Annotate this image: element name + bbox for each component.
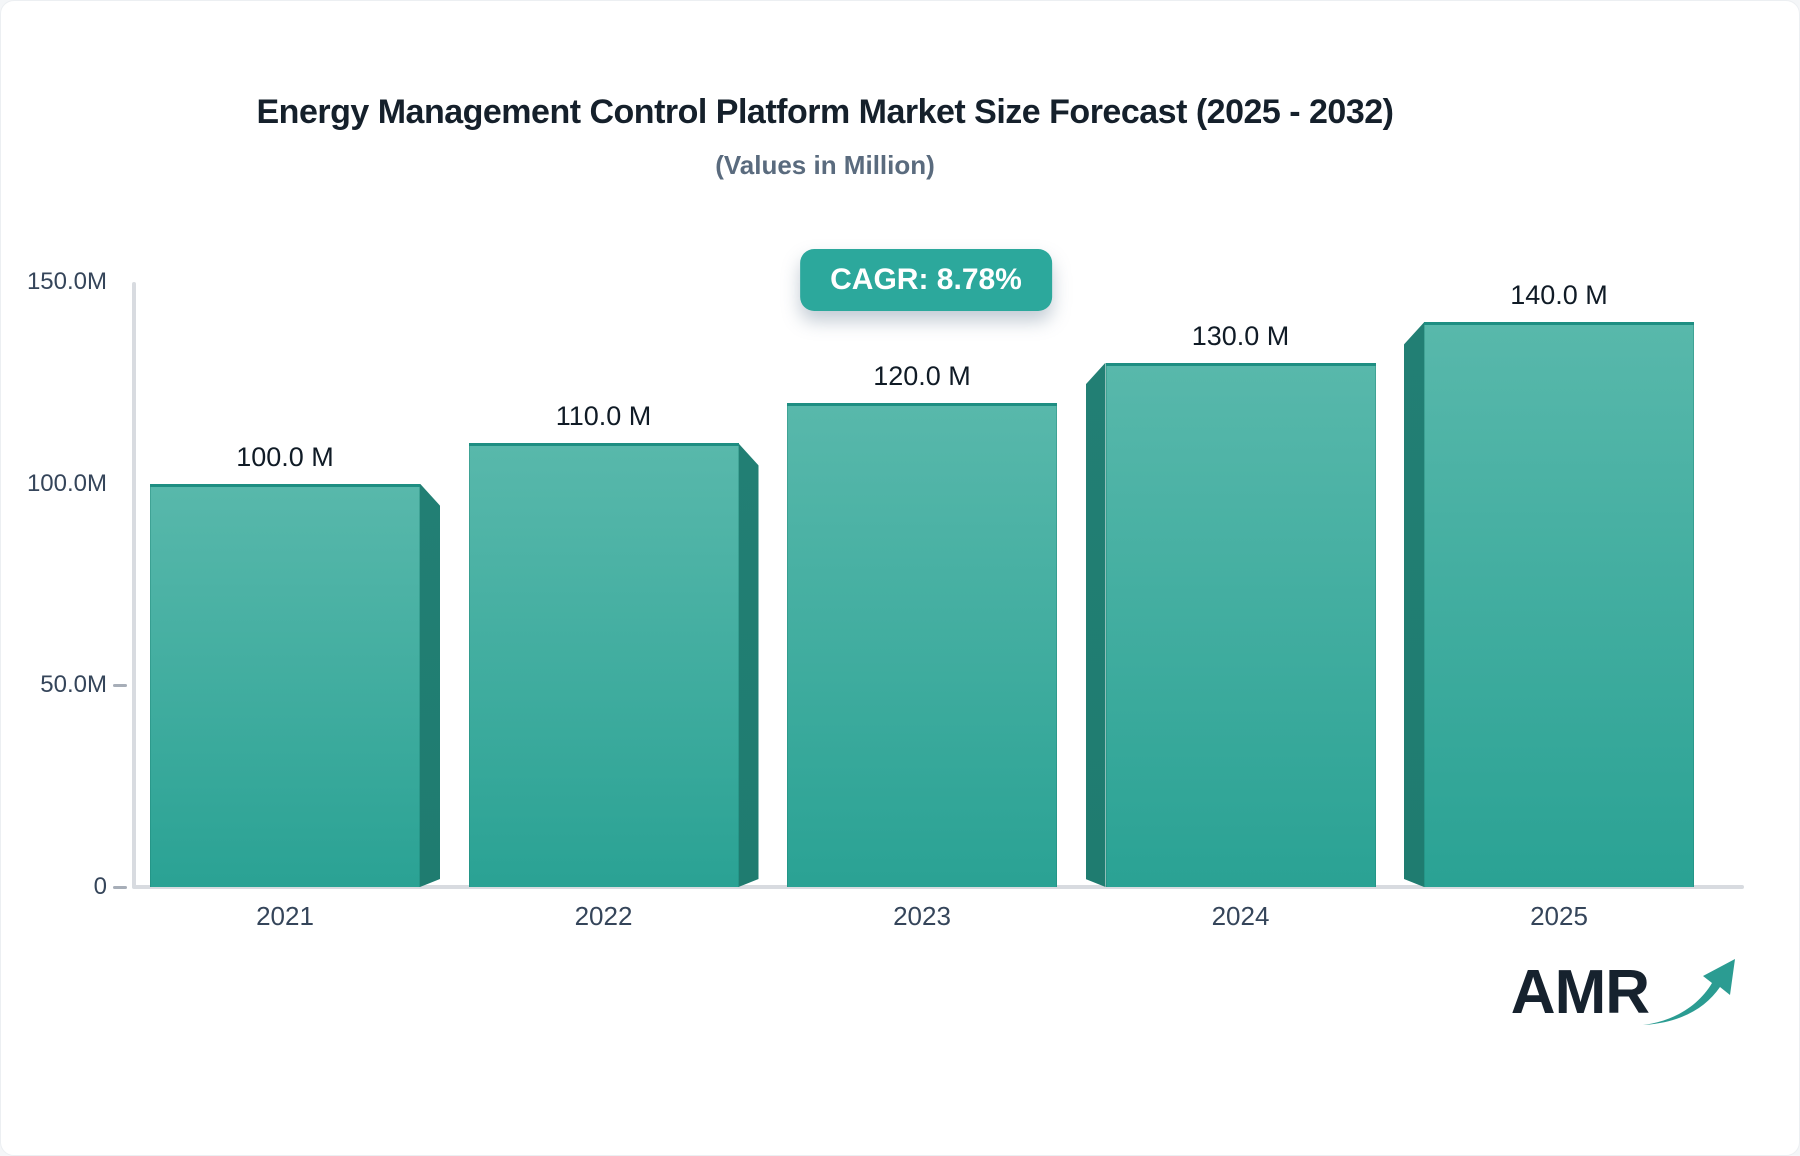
x-axis-label: 2021 <box>256 901 314 931</box>
x-axis-label: 2024 <box>1211 901 1270 931</box>
y-tick-mark <box>113 684 127 688</box>
bar-value-label: 100.0 M <box>236 441 334 472</box>
y-tick-label: 0 <box>93 873 107 900</box>
chart-subtitle: (Values in Million) <box>715 150 935 180</box>
bar-3d-side <box>739 443 759 887</box>
amr-logo-text: AMR <box>1510 957 1650 1027</box>
bar-value-label: 130.0 M <box>1191 320 1290 351</box>
bar-value-label: 110.0 M <box>555 401 652 432</box>
bar-3d-side <box>1404 322 1424 887</box>
y-axis-line <box>132 282 136 888</box>
cagr-badge: CAGR: 8.78% <box>800 249 1052 311</box>
bar-2023 <box>787 403 1057 887</box>
x-axis-label: 2022 <box>574 901 633 931</box>
chart-title: Energy Management Control Platform Marke… <box>256 93 1394 131</box>
y-tick-mark <box>113 886 127 889</box>
bar-face <box>1424 322 1694 887</box>
y-tick-label: 150.0M <box>26 268 107 295</box>
bar-value-label: 120.0 M <box>873 361 971 391</box>
trend-up-arrow-icon <box>1643 959 1735 1025</box>
bar-face <box>150 483 420 887</box>
bar-2021 <box>150 483 420 887</box>
bar-value-label: 140.0 M <box>1510 280 1608 311</box>
bar-2025 <box>1424 322 1694 887</box>
y-tick-label: 100.0M <box>26 469 107 497</box>
x-axis-label: 2023 <box>893 901 951 931</box>
chart-header: Energy Management Control Platform Marke… <box>1 93 1649 181</box>
bar-face <box>468 443 739 887</box>
bar-face <box>1105 362 1376 887</box>
x-axis-label: 2025 <box>1530 901 1588 931</box>
bar-face <box>787 403 1057 887</box>
bar-3d-side <box>1086 363 1106 887</box>
bar-2024 <box>1105 362 1376 887</box>
bar-3d-side <box>420 484 440 887</box>
bar-2022 <box>468 443 739 887</box>
amr-logo: AMR <box>1511 949 1741 1035</box>
x-axis-baseline <box>132 885 1744 889</box>
y-tick-label: 50.0M <box>40 671 107 699</box>
